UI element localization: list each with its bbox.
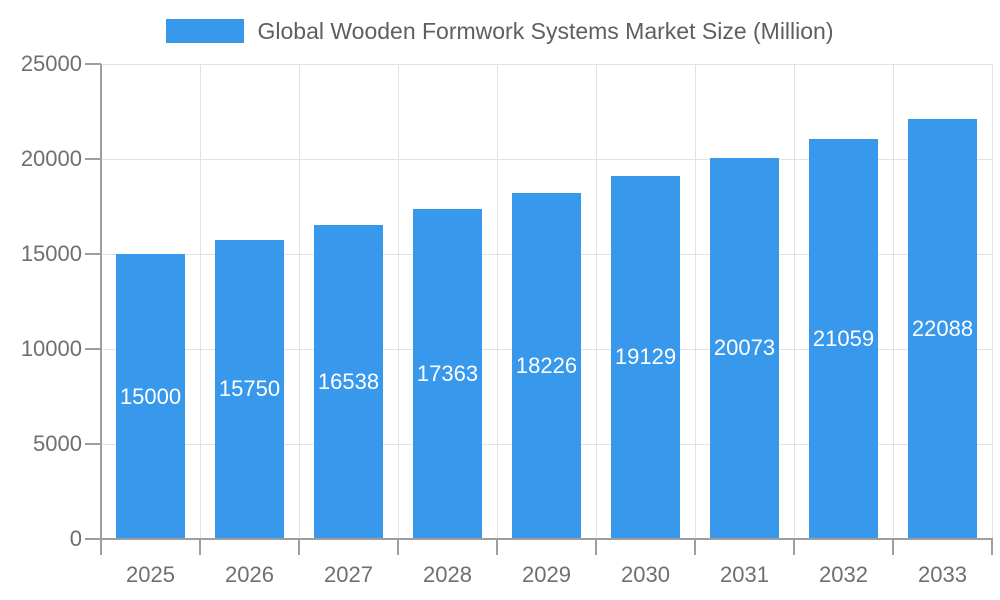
x-tick-label: 2031: [720, 562, 769, 587]
x-tick: [496, 539, 498, 555]
v-gridline: [694, 64, 696, 539]
bar: 18226: [512, 192, 581, 539]
x-tick: [892, 539, 894, 555]
y-tick: [85, 158, 101, 160]
x-tick: [595, 539, 597, 555]
y-tick-label: 25000: [20, 51, 82, 76]
x-tick-label: 2030: [621, 562, 670, 587]
v-gridline: [892, 64, 894, 539]
x-tick: [694, 539, 696, 555]
bar: 20073: [710, 157, 779, 539]
x-tick: [793, 539, 795, 555]
y-tick-label: 5000: [33, 431, 82, 456]
bar-value-label: 15750: [218, 376, 281, 402]
bar-value-label: 20073: [713, 335, 776, 361]
h-gridline: [101, 158, 992, 160]
v-gridline: [199, 64, 201, 539]
x-tick-label: 2025: [126, 562, 175, 587]
bar-value-label: 22088: [911, 316, 974, 342]
bar: 15750: [215, 239, 284, 539]
x-tick: [991, 539, 993, 555]
x-tick: [199, 539, 201, 555]
x-tick-label: 2033: [918, 562, 967, 587]
h-gridline: [101, 63, 992, 65]
bar: 22088: [908, 119, 977, 539]
x-tick-label: 2032: [819, 562, 868, 587]
bar: 19129: [611, 175, 680, 539]
bar-value-label: 17363: [416, 361, 479, 387]
bar: 17363: [413, 209, 482, 539]
bar: 15000: [116, 254, 185, 539]
x-tick-label: 2029: [522, 562, 571, 587]
bar-value-label: 15000: [119, 383, 182, 409]
legend-label: Global Wooden Formwork Systems Market Si…: [257, 18, 834, 44]
y-tick: [85, 63, 101, 65]
v-gridline: [496, 64, 498, 539]
v-gridline: [397, 64, 399, 539]
y-axis-line: [100, 64, 102, 555]
v-gridline: [595, 64, 597, 539]
v-gridline: [793, 64, 795, 539]
y-tick: [85, 348, 101, 350]
bar: 21059: [809, 138, 878, 539]
legend-swatch-icon: [166, 19, 245, 43]
y-tick: [85, 443, 101, 445]
bar: 16538: [314, 224, 383, 539]
bar-value-label: 21059: [812, 325, 875, 351]
x-tick-label: 2026: [225, 562, 274, 587]
x-axis-line: [85, 538, 993, 540]
y-tick-label: 20000: [20, 146, 82, 171]
v-gridline: [298, 64, 300, 539]
y-tick-label: 0: [69, 526, 82, 551]
bar-value-label: 19129: [614, 344, 677, 370]
v-gridline: [991, 64, 993, 539]
x-tick-label: 2028: [423, 562, 472, 587]
x-tick-label: 2027: [324, 562, 373, 587]
bar-value-label: 16538: [317, 368, 380, 394]
y-tick-label: 15000: [20, 241, 82, 266]
x-tick: [298, 539, 300, 555]
y-tick: [85, 253, 101, 255]
legend[interactable]: Global Wooden Formwork Systems Market Si…: [0, 18, 1000, 44]
y-tick-label: 10000: [20, 336, 82, 361]
bar-value-label: 18226: [515, 352, 578, 378]
x-tick: [397, 539, 399, 555]
